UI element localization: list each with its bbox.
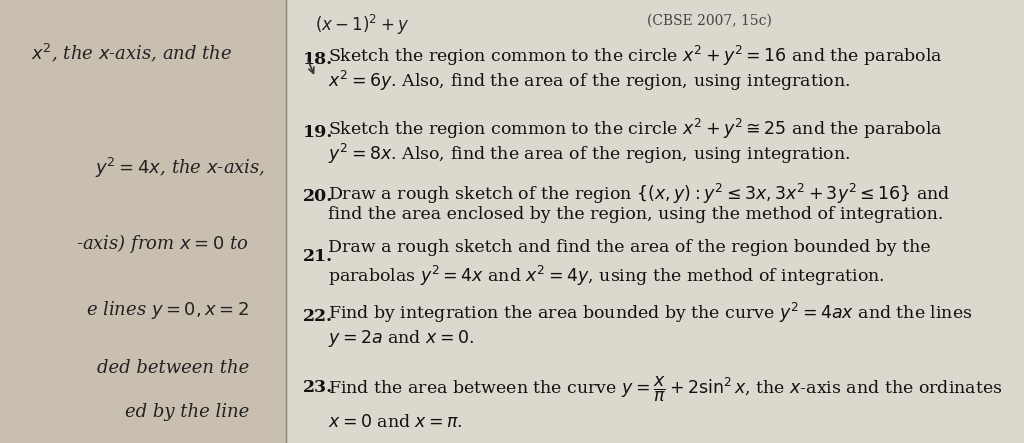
Text: parabolas $y^2 = 4x$ and $x^2 = 4y$, using the method of integration.: parabolas $y^2 = 4x$ and $x^2 = 4y$, usi…	[328, 264, 885, 288]
Text: 21.: 21.	[303, 248, 333, 265]
Text: Draw a rough sketch and find the area of the region bounded by the: Draw a rough sketch and find the area of…	[328, 239, 931, 256]
Text: $x = 0$ and $x = \pi$.: $x = 0$ and $x = \pi$.	[328, 414, 463, 431]
Text: 23.: 23.	[303, 379, 333, 396]
Text: 18.: 18.	[303, 51, 333, 68]
Text: e lines $y = 0, x = 2$: e lines $y = 0, x = 2$	[86, 299, 249, 321]
Text: $(x-1)^2 + y$: $(x-1)^2 + y$	[315, 13, 410, 37]
Text: $x^2 = 6y$. Also, find the area of the region, using integration.: $x^2 = 6y$. Also, find the area of the r…	[328, 69, 850, 93]
Text: 20.: 20.	[303, 188, 333, 205]
Text: -axis) from $x = 0$ to: -axis) from $x = 0$ to	[76, 232, 249, 255]
Text: $y = 2a$ and $x = 0$.: $y = 2a$ and $x = 0$.	[328, 328, 474, 349]
Text: Find the area between the curve $y = \dfrac{x}{\pi} + 2\sin^2 x$, the $x$-axis a: Find the area between the curve $y = \df…	[328, 374, 1002, 404]
Text: $y^2 = 4x$, the $x$-axis,: $y^2 = 4x$, the $x$-axis,	[95, 156, 265, 180]
Text: Sketch the region common to the circle $x^2 + y^2 \cong 25$ and the parabola: Sketch the region common to the circle $…	[328, 117, 942, 141]
Text: Sketch the region common to the circle $x^2 + y^2 = 16$ and the parabola: Sketch the region common to the circle $…	[328, 44, 942, 68]
Text: ed by the line: ed by the line	[125, 403, 249, 421]
Text: find the area enclosed by the region, using the method of integration.: find the area enclosed by the region, us…	[328, 206, 943, 223]
Bar	[0, 0, 286, 443]
Text: 22.: 22.	[303, 308, 333, 325]
Text: $y^2 = 8x$. Also, find the area of the region, using integration.: $y^2 = 8x$. Also, find the area of the r…	[328, 142, 850, 166]
Text: (CBSE 2007, 15c): (CBSE 2007, 15c)	[646, 13, 771, 27]
Text: Find by integration the area bounded by the curve $y^2 = 4ax$ and the lines: Find by integration the area bounded by …	[328, 301, 972, 325]
Text: $x^2$, the $x$-axis, and the: $x^2$, the $x$-axis, and the	[31, 42, 232, 64]
Text: 19.: 19.	[303, 124, 333, 141]
Text: Draw a rough sketch of the region $\{(x, y) : y^2 \leq 3x, 3x^2 + 3y^2 \leq 16\}: Draw a rough sketch of the region $\{(x,…	[328, 182, 950, 206]
Text: ded between the: ded between the	[96, 359, 249, 377]
